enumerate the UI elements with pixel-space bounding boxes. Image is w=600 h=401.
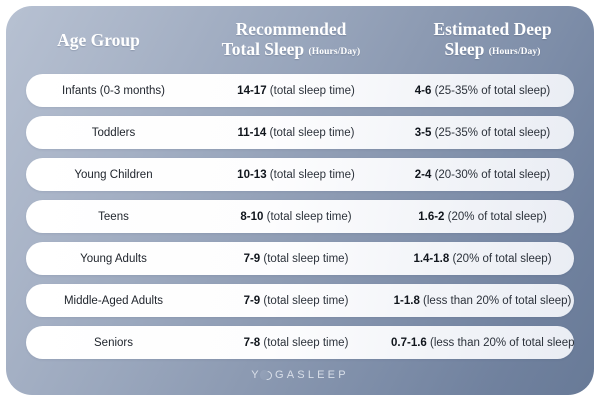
- total-sleep-value: 7-8: [243, 336, 261, 349]
- cell-age-group: Teens: [98, 210, 129, 223]
- table-header: Age Group Recommended Total Sleep (Hours…: [6, 6, 594, 74]
- cell-age-group: Infants (0-3 months): [62, 84, 165, 97]
- cell-deep-sleep: 0.7-1.6 (less than 20% of total sleep): [391, 337, 574, 349]
- cell-total-sleep: 8-10 (total sleep time): [201, 211, 391, 223]
- total-sleep-value: 8-10: [240, 210, 264, 223]
- total-sleep-value: 10-13: [237, 168, 267, 181]
- deep-sleep-value: 3-5: [414, 126, 432, 139]
- cell-total-sleep: 14-17 (total sleep time): [201, 85, 391, 97]
- total-sleep-note: (total sleep time): [263, 252, 349, 265]
- deep-sleep-note: (25-35% of total sleep): [434, 84, 551, 97]
- cell-age-group: Young Adults: [80, 252, 147, 265]
- deep-sleep-note: (20% of total sleep): [447, 210, 547, 223]
- cell-age-group: Seniors: [94, 336, 133, 349]
- cell-age-group: Toddlers: [91, 126, 136, 139]
- yogasleep-logo: Y GASLEEP: [251, 369, 349, 381]
- crescent-moon-icon: [260, 369, 272, 381]
- deep-sleep-value: 0.7-1.6: [391, 336, 427, 349]
- table-row: Infants (0-3 months) 14-17 (total sleep …: [26, 74, 574, 107]
- header-age-group: Age Group: [6, 30, 191, 50]
- header-age-group-label: Age Group: [57, 30, 140, 50]
- header-deep-line1: Estimated Deep: [433, 18, 552, 39]
- table-row: Teens 8-10 (total sleep time) 1.6-2 (20%…: [26, 200, 574, 233]
- header-recommended-line1: Recommended: [235, 18, 347, 39]
- table-body: Infants (0-3 months) 14-17 (total sleep …: [6, 74, 594, 368]
- deep-sleep-value: 1-1.8: [393, 294, 420, 307]
- header-estimated-deep-sleep: Estimated Deep Sleep (Hours/Day): [391, 19, 594, 62]
- header-deep-unit: (Hours/Day): [488, 46, 541, 57]
- logo-text-part1: Y: [251, 369, 262, 381]
- cell-total-sleep: 7-9 (total sleep time): [201, 253, 391, 265]
- total-sleep-note: (total sleep time): [263, 294, 349, 307]
- cell-total-sleep: 10-13 (total sleep time): [201, 169, 391, 181]
- total-sleep-note: (total sleep time): [269, 168, 355, 181]
- deep-sleep-value: 4-6: [414, 84, 432, 97]
- deep-sleep-note: (less than 20% of total sleep): [430, 336, 574, 349]
- logo-text-part2: GASLEEP: [274, 369, 349, 381]
- table-row: Seniors 7-8 (total sleep time) 0.7-1.6 (…: [26, 326, 574, 359]
- cell-total-sleep: 7-8 (total sleep time): [201, 337, 391, 349]
- header-recommended-line2: Total Sleep (Hours/Day): [191, 39, 391, 62]
- total-sleep-value: 7-9: [243, 294, 261, 307]
- cell-deep-sleep: 2-4 (20-30% of total sleep): [391, 169, 574, 181]
- cell-deep-sleep: 1.6-2 (20% of total sleep): [391, 211, 574, 223]
- sleep-chart-card: Age Group Recommended Total Sleep (Hours…: [6, 6, 594, 395]
- deep-sleep-note: (less than 20% of total sleep): [423, 294, 572, 307]
- header-recommended-line2-label: Total Sleep: [221, 38, 305, 59]
- deep-sleep-value: 1.6-2: [418, 210, 445, 223]
- header-recommended-unit: (Hours/Day): [308, 46, 361, 57]
- header-deep-line2: Sleep (Hours/Day): [391, 39, 594, 62]
- deep-sleep-note: (20-30% of total sleep): [434, 168, 551, 181]
- table-row: Toddlers 11-14 (total sleep time) 3-5 (2…: [26, 116, 574, 149]
- cell-total-sleep: 11-14 (total sleep time): [201, 127, 391, 139]
- cell-deep-sleep: 1-1.8 (less than 20% of total sleep): [391, 295, 574, 307]
- total-sleep-value: 7-9: [243, 252, 261, 265]
- footer: Y GASLEEP: [6, 365, 594, 383]
- deep-sleep-note: (25-35% of total sleep): [434, 126, 551, 139]
- cell-age-group: Young Children: [74, 168, 153, 181]
- cell-deep-sleep: 4-6 (25-35% of total sleep): [391, 85, 574, 97]
- table-row: Young Adults 7-9 (total sleep time) 1.4-…: [26, 242, 574, 275]
- table-row: Young Children 10-13 (total sleep time) …: [26, 158, 574, 191]
- total-sleep-value: 14-17: [237, 84, 267, 97]
- deep-sleep-value: 1.4-1.8: [413, 252, 450, 265]
- cell-total-sleep: 7-9 (total sleep time): [201, 295, 391, 307]
- total-sleep-note: (total sleep time): [266, 210, 352, 223]
- header-recommended-total-sleep: Recommended Total Sleep (Hours/Day): [191, 19, 391, 62]
- deep-sleep-note: (20% of total sleep): [452, 252, 552, 265]
- cell-deep-sleep: 1.4-1.8 (20% of total sleep): [391, 253, 574, 265]
- cell-age-group: Middle-Aged Adults: [63, 294, 164, 307]
- deep-sleep-value: 2-4: [414, 168, 432, 181]
- total-sleep-value: 11-14: [237, 126, 267, 139]
- total-sleep-note: (total sleep time): [263, 336, 349, 349]
- cell-deep-sleep: 3-5 (25-35% of total sleep): [391, 127, 574, 139]
- total-sleep-note: (total sleep time): [269, 126, 355, 139]
- table-row: Middle-Aged Adults 7-9 (total sleep time…: [26, 284, 574, 317]
- total-sleep-note: (total sleep time): [269, 84, 355, 97]
- header-deep-line2-label: Sleep: [444, 38, 485, 59]
